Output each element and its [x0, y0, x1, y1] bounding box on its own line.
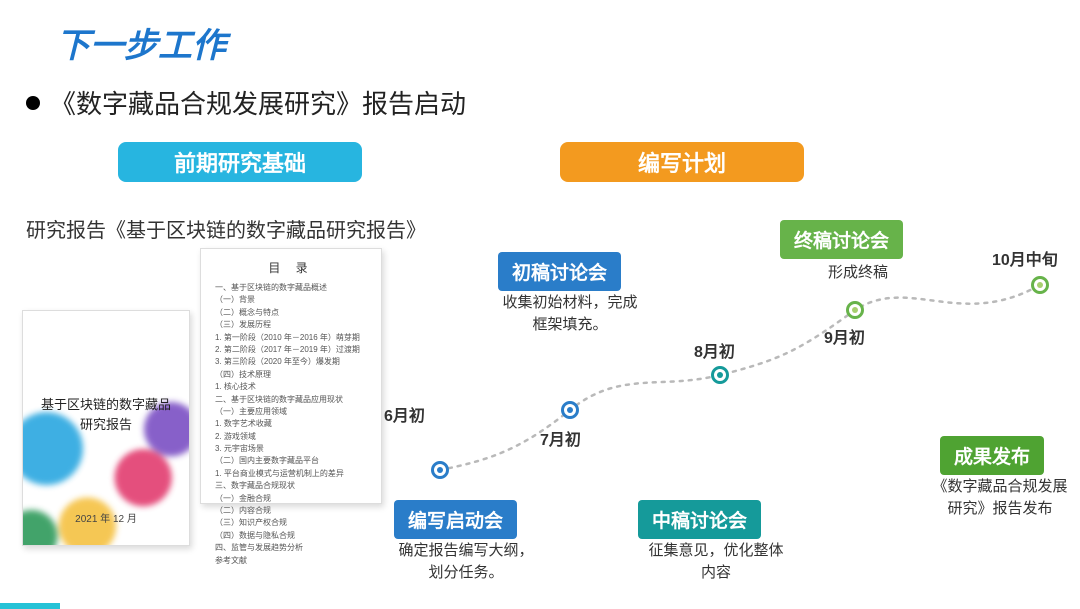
section-pill-left: 前期研究基础 — [118, 142, 362, 182]
cover-title-line2: 研究报告 — [80, 417, 132, 432]
timeline-node — [561, 401, 579, 419]
section-pill-right: 编写计划 — [560, 142, 804, 182]
bullet-row: 《数字藏品合规发展研究》报告启动 — [26, 84, 466, 121]
toc-line: 2. 第二阶段（2017 年－2019 年）过渡期 — [215, 344, 367, 356]
timeline-date: 8月初 — [694, 338, 735, 362]
cover-title: 基于区块链的数字藏品 研究报告 — [23, 395, 189, 434]
toc-line: （三）发展历程 — [215, 319, 367, 331]
timeline-tag: 编写启动会 — [394, 500, 517, 539]
toc-line: （三）知识产权合规 — [215, 517, 367, 529]
toc-line: 一、基于区块链的数字藏品概述 — [215, 282, 367, 294]
timeline-date: 6月初 — [384, 402, 425, 426]
timeline-desc: 征集意见，优化整体 内容 — [626, 540, 806, 584]
timeline-node — [846, 301, 864, 319]
toc-line: 二、基于区块链的数字藏品应用现状 — [215, 394, 367, 406]
timeline-desc: 收集初始材料，完成 框架填充。 — [480, 292, 660, 336]
toc-line: 1. 第一阶段（2010 年－2016 年）萌芽期 — [215, 332, 367, 344]
toc-line: 三、数字藏品合规现状 — [215, 480, 367, 492]
toc-line: （一）金融合规 — [215, 493, 367, 505]
toc-line: 3. 第三阶段（2020 年至今）爆发期 — [215, 356, 367, 368]
cover-title-line1: 基于区块链的数字藏品 — [41, 397, 171, 412]
timeline-desc: 形成终稿 — [798, 262, 918, 284]
timeline-tag: 成果发布 — [940, 436, 1044, 475]
timeline: 6月初7月初8月初9月初10月中旬编写启动会初稿讨论会中稿讨论会终稿讨论会成果发… — [400, 210, 1070, 580]
toc-line: 2. 游戏领域 — [215, 431, 367, 443]
research-report-caption: 研究报告《基于区块链的数字藏品研究报告》 — [26, 214, 426, 243]
timeline-tag: 中稿讨论会 — [638, 500, 761, 539]
toc-heading: 目 录 — [215, 259, 367, 276]
timeline-tag: 初稿讨论会 — [498, 252, 621, 291]
timeline-date: 9月初 — [824, 324, 865, 348]
timeline-node — [431, 461, 449, 479]
timeline-desc: 确定报告编写大纲， 划分任务。 — [376, 540, 556, 584]
timeline-desc: 《数字藏品合规发展 研究》报告发布 — [900, 476, 1080, 520]
toc-line: （一）主要应用领域 — [215, 406, 367, 418]
timeline-date: 10月中旬 — [992, 246, 1058, 270]
doc-cover-thumbnail: 基于区块链的数字藏品 研究报告 2021 年 12 月 — [22, 310, 190, 546]
toc-line: （四）技术原理 — [215, 369, 367, 381]
toc-line: （二）内容合规 — [215, 505, 367, 517]
toc-line: （二）概念与特点 — [215, 307, 367, 319]
bullet-icon — [26, 96, 40, 110]
cover-date: 2021 年 12 月 — [23, 510, 189, 525]
toc-line: 1. 数字艺术收藏 — [215, 418, 367, 430]
toc-line: （一）背景 — [215, 294, 367, 306]
toc-line: 1. 平台商业模式与运营机制上的差异 — [215, 468, 367, 480]
toc-line: 1. 核心技术 — [215, 381, 367, 393]
toc-line: 参考文献 — [215, 555, 367, 567]
toc-line: （四）数据与隐私合规 — [215, 530, 367, 542]
toc-line: （二）国内主要数字藏品平台 — [215, 455, 367, 467]
doc-toc-thumbnail: 目 录 一、基于区块链的数字藏品概述（一）背景（二）概念与特点（三）发展历程1.… — [200, 248, 382, 504]
toc-line: 四、监管与发展趋势分析 — [215, 542, 367, 554]
timeline-node — [1031, 276, 1049, 294]
toc-line: 3. 元宇宙场景 — [215, 443, 367, 455]
bullet-text: 《数字藏品合规发展研究》报告启动 — [50, 84, 466, 121]
timeline-node — [711, 366, 729, 384]
slide-title: 下一步工作 — [56, 18, 226, 67]
timeline-tag: 终稿讨论会 — [780, 220, 903, 259]
footer-accent — [0, 603, 60, 609]
timeline-date: 7月初 — [540, 426, 581, 450]
